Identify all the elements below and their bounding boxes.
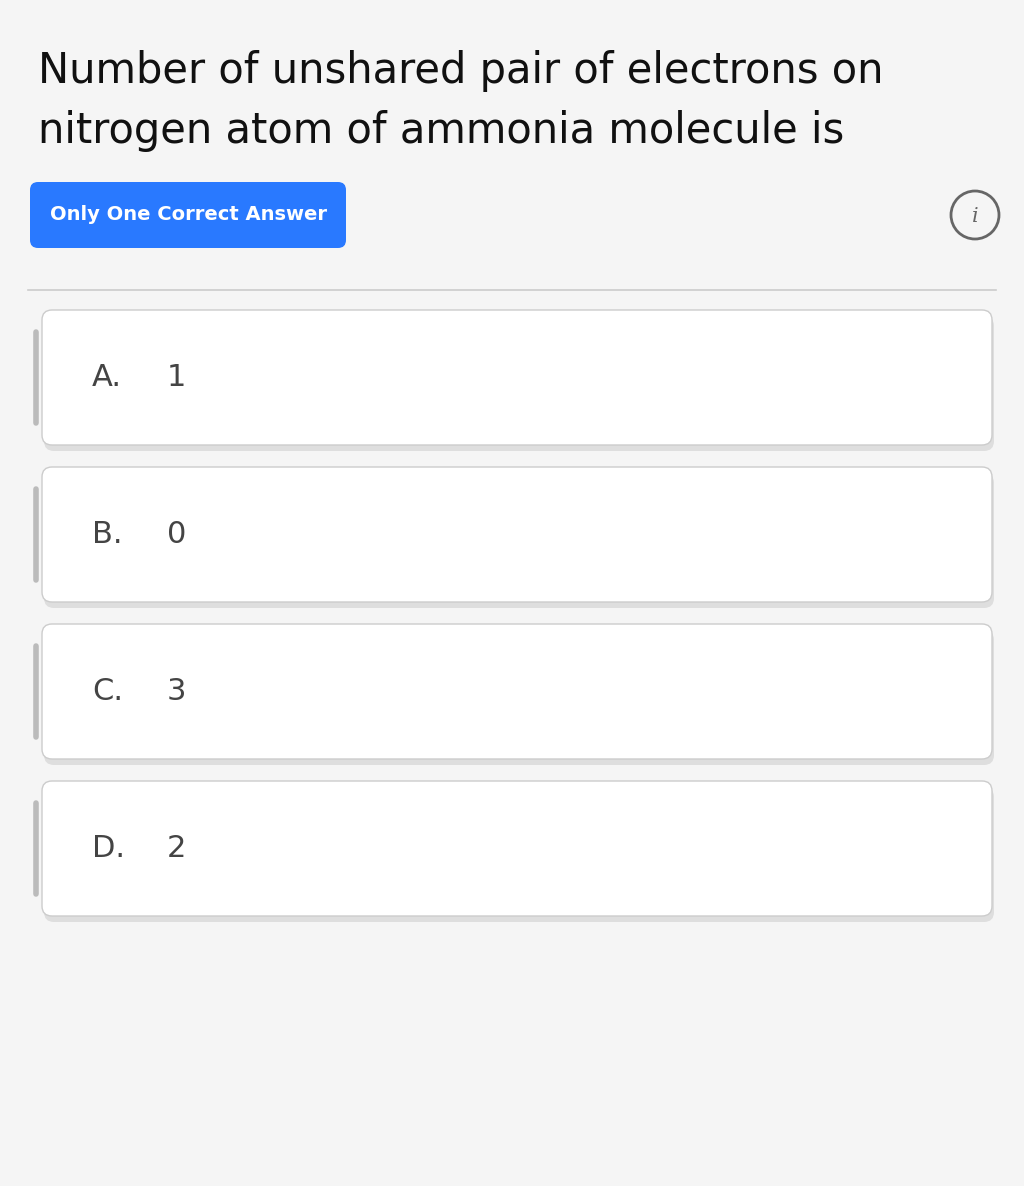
Text: B.: B. [92,519,123,549]
FancyBboxPatch shape [44,473,994,608]
Text: D.: D. [92,834,125,863]
FancyBboxPatch shape [44,788,994,922]
Text: A.: A. [92,363,122,393]
FancyBboxPatch shape [30,181,346,248]
Text: 0: 0 [167,519,186,549]
Text: Only One Correct Answer: Only One Correct Answer [49,205,327,224]
FancyBboxPatch shape [42,467,992,602]
Text: 1: 1 [167,363,186,393]
Text: 3: 3 [167,677,186,706]
Text: i: i [972,206,978,225]
FancyBboxPatch shape [42,782,992,916]
FancyBboxPatch shape [44,630,994,765]
Text: 2: 2 [167,834,186,863]
FancyBboxPatch shape [42,310,992,445]
FancyBboxPatch shape [42,624,992,759]
Text: Number of unshared pair of electrons on: Number of unshared pair of electrons on [38,50,884,93]
Text: C.: C. [92,677,123,706]
FancyBboxPatch shape [44,315,994,451]
Text: nitrogen atom of ammonia molecule is: nitrogen atom of ammonia molecule is [38,110,844,152]
